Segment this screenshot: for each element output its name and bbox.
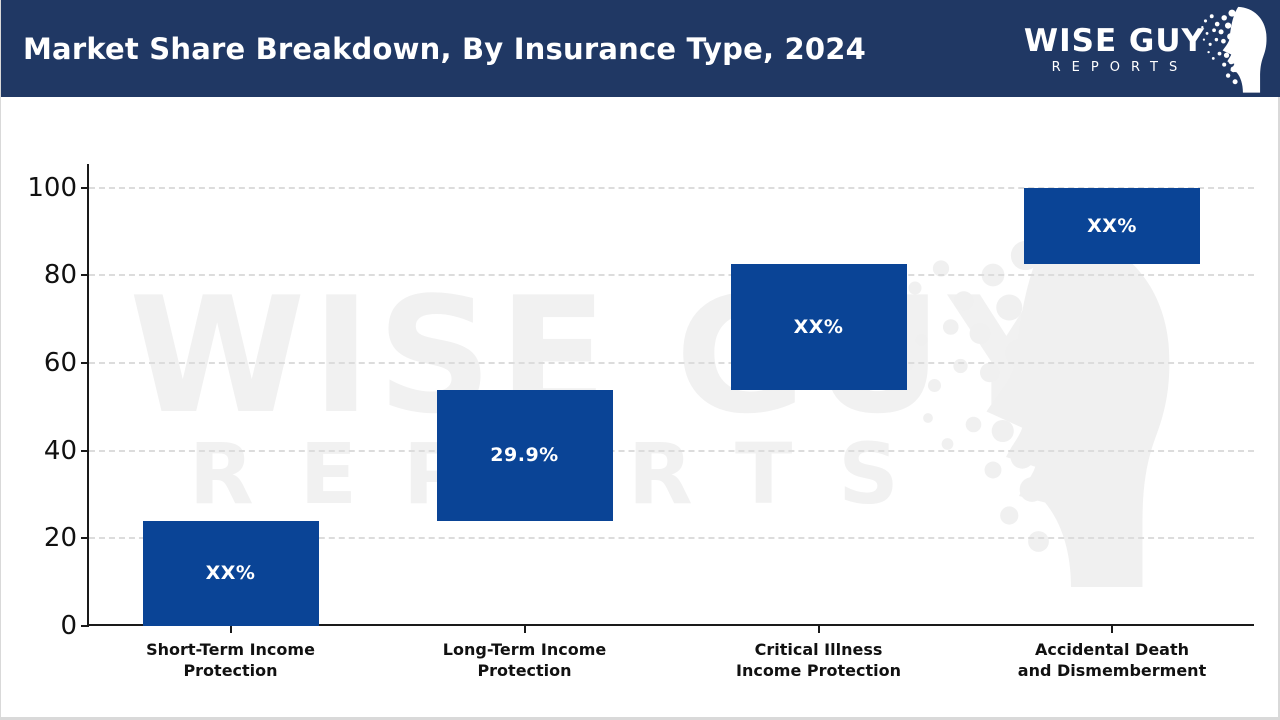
logo-text: WISE GUY REPORTS — [1024, 24, 1205, 75]
y-tick-label: 100 — [27, 172, 77, 203]
x-category-label: Short-Term Income Protection — [146, 640, 315, 680]
logo-wordmark: WISE GUY — [1023, 22, 1205, 59]
gridline — [89, 274, 1254, 277]
x-tickmark — [1111, 626, 1113, 633]
bar-segment: 29.9% — [436, 389, 613, 521]
logo-subtitle: REPORTS — [1051, 59, 1189, 75]
y-tickmark — [81, 625, 89, 627]
gridline — [89, 537, 1254, 540]
x-category-label: Critical Illness Income Protection — [735, 640, 902, 680]
y-axis-line — [87, 164, 89, 626]
x-category-label: Accidental Death and Dismemberment — [1017, 640, 1207, 680]
gridline — [89, 449, 1254, 452]
y-tick-label: 60 — [43, 347, 77, 378]
y-tickmark — [81, 449, 89, 452]
bar-value-label: XX% — [205, 562, 256, 585]
header-banner: Market Share Breakdown, By Insurance Typ… — [1, 0, 1280, 97]
bar-value-label: XX% — [793, 315, 844, 338]
y-tick-label: 40 — [43, 435, 77, 466]
bar-segment: XX% — [730, 264, 907, 390]
y-tick-label: 20 — [43, 523, 77, 554]
x-tickmark — [229, 626, 232, 633]
wise-guy-reports-logo: WISE GUY REPORTS — [1024, 4, 1271, 94]
x-tickmark — [817, 626, 820, 633]
y-tick-label: 0 — [60, 611, 77, 641]
bar-segment: XX% — [1024, 187, 1200, 265]
y-tickmark — [81, 361, 89, 364]
gridline — [89, 186, 1254, 189]
y-tick-label: 80 — [43, 260, 77, 291]
page-title: Market Share Breakdown, By Insurance Typ… — [23, 31, 867, 66]
y-tickmark — [81, 537, 89, 540]
x-axis-line — [87, 624, 1254, 626]
x-category-label: Long-Term Income Protection — [442, 640, 607, 680]
bar-segment: XX% — [142, 520, 319, 626]
gridline — [89, 361, 1254, 364]
bar-value-label: 29.9% — [490, 444, 559, 467]
y-tickmark — [81, 274, 89, 277]
x-tickmark — [523, 626, 526, 633]
bar-value-label: XX% — [1087, 214, 1137, 237]
y-tickmark — [81, 186, 89, 189]
